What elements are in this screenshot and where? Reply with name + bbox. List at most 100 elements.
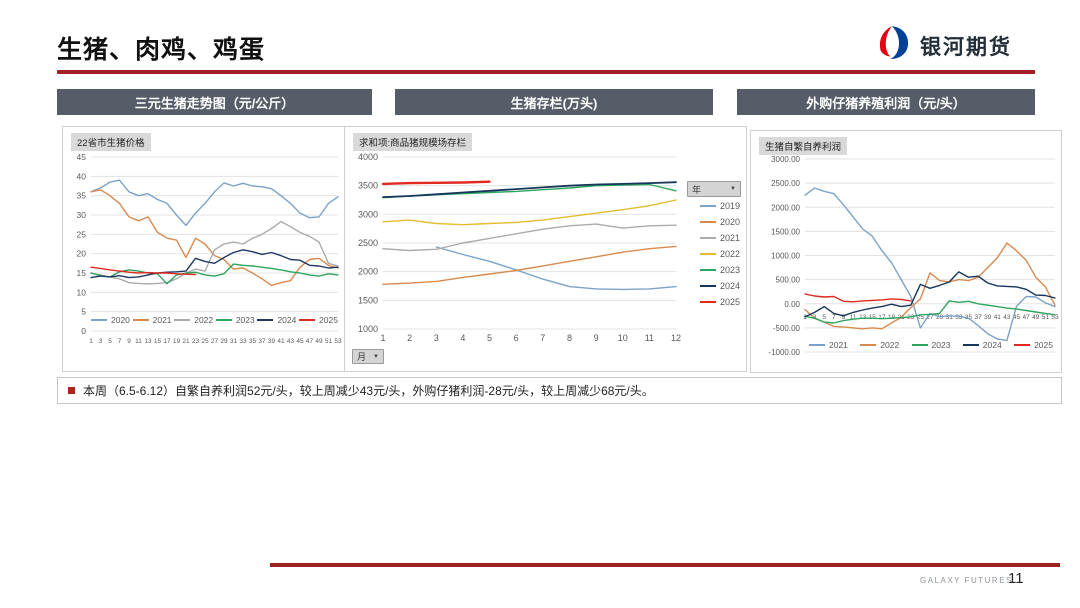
svg-text:9: 9 (594, 333, 599, 343)
svg-text:29: 29 (936, 314, 944, 321)
svg-text:49: 49 (1032, 314, 1040, 321)
svg-text:11: 11 (135, 338, 142, 345)
svg-text:3500: 3500 (358, 181, 378, 191)
legend-label: 2020 (111, 315, 130, 325)
svg-text:5: 5 (487, 333, 492, 343)
chart-profit-plot: -1000.00 -500.00 0.00 500.00 1000.00 1500.00 2… (768, 155, 1059, 357)
svg-text:41: 41 (994, 314, 1002, 321)
legend-item-2024: 2024 (962, 340, 1002, 350)
svg-text:13: 13 (859, 314, 867, 321)
svg-text:4000: 4000 (358, 152, 378, 162)
svg-text:7: 7 (118, 338, 122, 345)
legend-swatch (699, 301, 716, 303)
legend-label: 2023 (719, 265, 740, 275)
svg-text:51: 51 (1042, 314, 1050, 321)
svg-text:3: 3 (99, 338, 103, 345)
legend-item-2020: 2020 (699, 217, 740, 227)
svg-text:-500.00: -500.00 (773, 324, 801, 333)
svg-text:37: 37 (974, 314, 982, 321)
legend-swatch (91, 319, 107, 321)
svg-text:11: 11 (645, 333, 654, 343)
svg-text:15: 15 (77, 268, 87, 278)
legend-item-2022: 2022 (174, 315, 213, 325)
legend-swatch (174, 319, 191, 321)
svg-text:47: 47 (306, 338, 314, 345)
chart-profit-label: 生猪自繁自养利润 (759, 137, 848, 155)
svg-text:45: 45 (77, 152, 87, 162)
year-filter-label: 年 (692, 184, 702, 195)
svg-text:2: 2 (407, 333, 412, 343)
svg-text:2500.00: 2500.00 (771, 179, 800, 188)
svg-text:9: 9 (127, 338, 131, 345)
year-filter-button[interactable]: 年 ▼ (687, 181, 741, 197)
weekly-note-text: 本周（6.5-6.12）自繁自养利润52元/头，较上周减少43元/头，外购仔猪利… (83, 384, 654, 398)
svg-text:25: 25 (77, 229, 87, 239)
title-divider (57, 70, 1035, 74)
svg-text:19: 19 (173, 338, 181, 345)
legend-swatch (215, 319, 232, 321)
svg-text:5: 5 (822, 314, 826, 321)
legend-swatch (699, 253, 716, 255)
legend-swatch (699, 237, 716, 239)
svg-text:1000.00: 1000.00 (771, 252, 800, 261)
legend-item-2025: 2025 (1014, 340, 1053, 350)
legend-label: 2022 (194, 315, 214, 325)
svg-text:1000: 1000 (358, 324, 378, 334)
svg-text:5: 5 (81, 307, 86, 317)
svg-text:1: 1 (380, 333, 385, 343)
legend-item-2021: 2021 (699, 233, 740, 243)
svg-text:1500: 1500 (358, 295, 378, 305)
month-filter-button[interactable]: 月 ▼ (352, 349, 384, 364)
legend-item-2021: 2021 (132, 315, 172, 325)
svg-text:8: 8 (567, 333, 572, 343)
svg-text:500.00: 500.00 (776, 276, 801, 285)
chart-inventory-label: 求和项:商品猪规模场存栏 (353, 133, 473, 151)
panel-header-piglet-profit: 外购仔猪养殖利润（元/头） (737, 89, 1035, 115)
svg-text:35: 35 (77, 191, 87, 201)
chevron-down-icon: ▼ (373, 353, 379, 360)
svg-text:30: 30 (77, 210, 87, 220)
svg-text:41: 41 (277, 338, 285, 345)
svg-text:1500.00: 1500.00 (771, 227, 800, 236)
legend-item-2019: 2019 (699, 201, 740, 211)
galaxy-swirl-icon (874, 24, 912, 67)
svg-text:6: 6 (514, 333, 519, 343)
legend-item-2021: 2021 (809, 340, 848, 350)
legend-swatch (132, 319, 149, 321)
legend-label: 2024 (719, 281, 740, 291)
svg-text:37: 37 (258, 338, 266, 345)
legend-swatch (299, 319, 316, 321)
legend-item-2025: 2025 (299, 315, 338, 325)
svg-text:35: 35 (249, 338, 257, 345)
svg-text:45: 45 (296, 338, 304, 345)
svg-text:53: 53 (334, 338, 342, 345)
legend-swatch (257, 319, 274, 321)
page-number: 11 (1008, 570, 1024, 587)
legend-item-2022: 2022 (860, 340, 899, 350)
svg-text:2500: 2500 (358, 238, 378, 248)
svg-text:33: 33 (955, 314, 963, 321)
svg-text:3000: 3000 (358, 209, 378, 219)
legend-label: 2023 (931, 340, 951, 350)
legend-label: 2021 (152, 315, 172, 325)
svg-text:7: 7 (540, 333, 545, 343)
bullet-square-icon (68, 387, 75, 394)
chart-pig-price-legend: 2020 2021 2022 2023 2024 2025 (91, 315, 338, 325)
chart-inventory-box: 1000 1500 2000 2500 3000 3500 4000 1 2 3 4 5 6 7 8 9 10 1… (344, 126, 747, 372)
legend-label: 2025 (319, 315, 338, 325)
svg-text:1: 1 (89, 338, 93, 345)
footer-divider (270, 563, 1060, 567)
chart-pig-price-label: 22省市生猪价格 (71, 133, 151, 151)
legend-swatch (699, 205, 716, 207)
svg-text:31: 31 (230, 338, 238, 345)
legend-swatch (962, 344, 979, 346)
legend-label: 2025 (719, 297, 740, 307)
legend-label: 2023 (235, 315, 255, 325)
svg-text:43: 43 (287, 338, 295, 345)
svg-text:13: 13 (144, 338, 152, 345)
legend-label: 2024 (982, 340, 1002, 350)
legend-swatch (860, 344, 877, 346)
svg-text:10: 10 (618, 333, 628, 343)
weekly-note: 本周（6.5-6.12）自繁自养利润52元/头，较上周减少43元/头，外购仔猪利… (57, 377, 1062, 404)
svg-text:3: 3 (434, 333, 439, 343)
